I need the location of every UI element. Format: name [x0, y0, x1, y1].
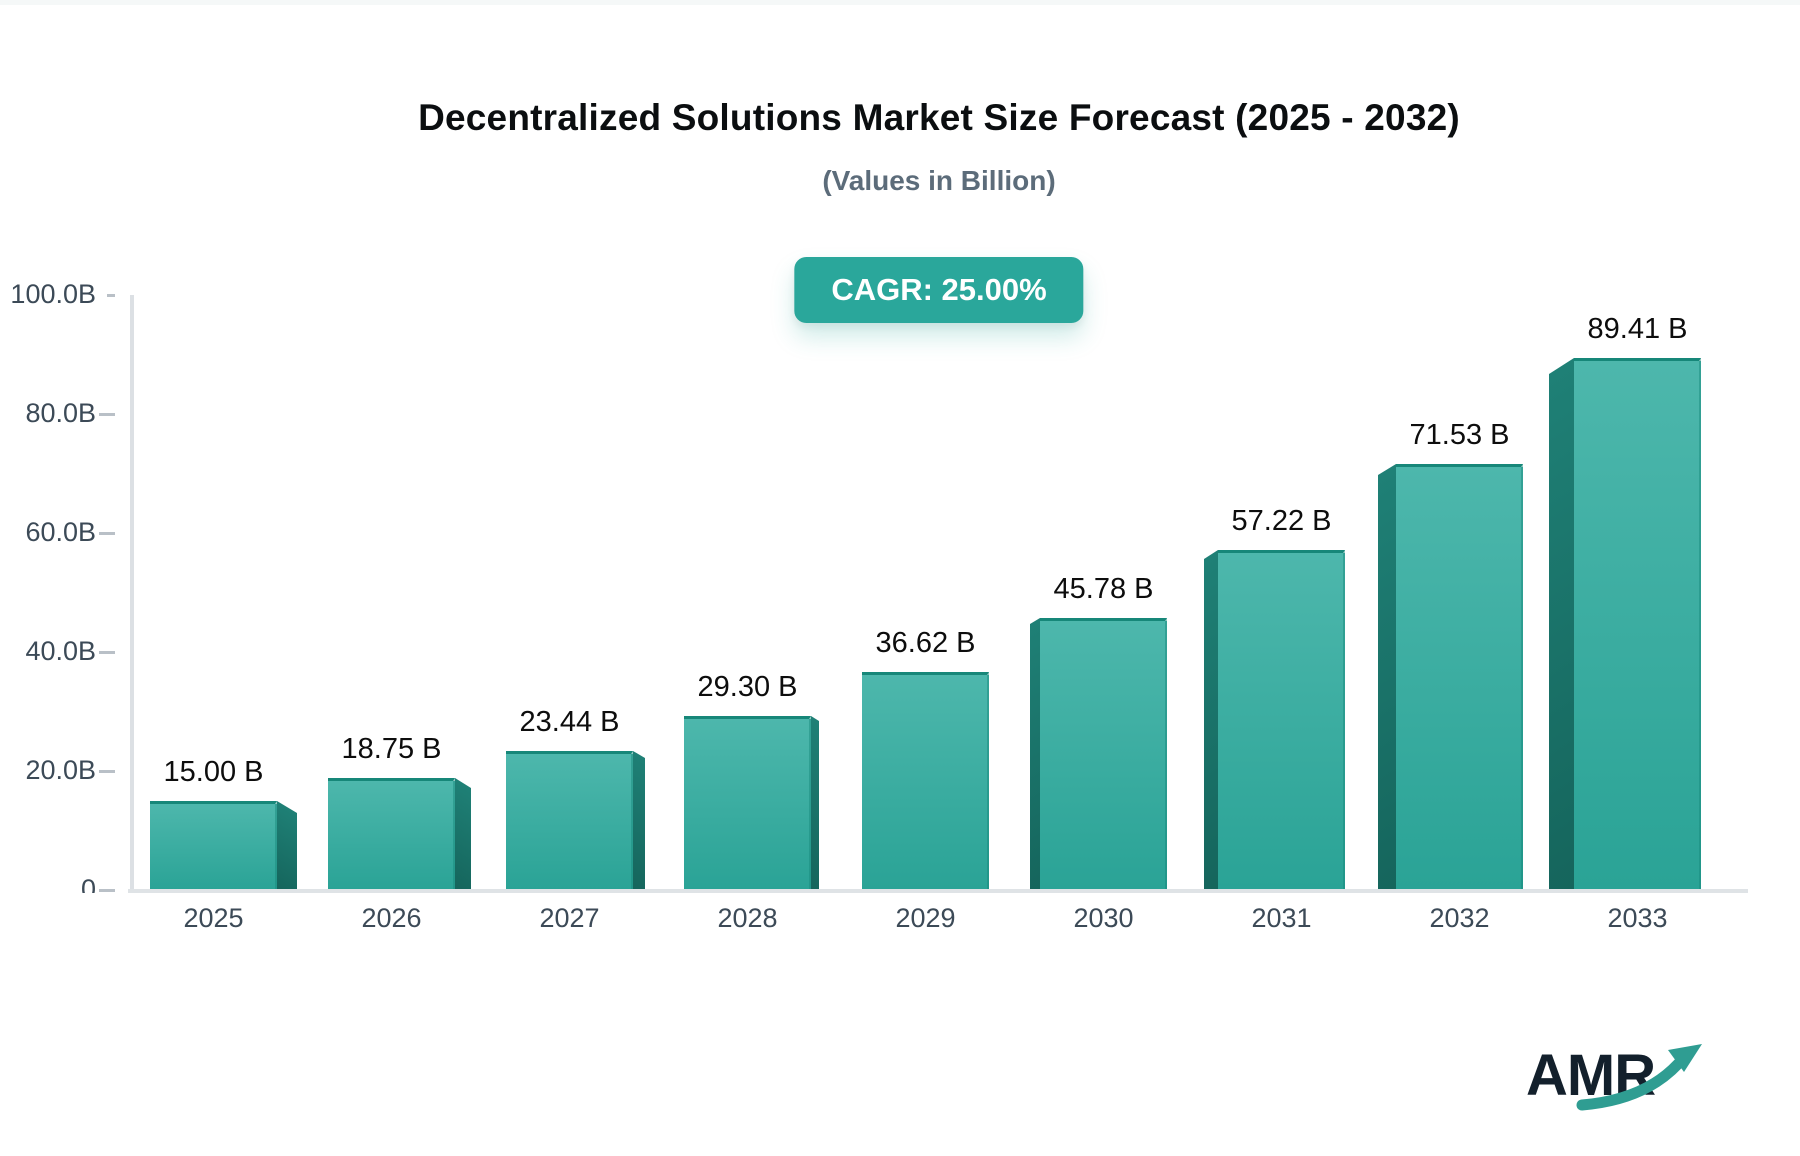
bar-value-label-2027: 23.44 B	[519, 706, 620, 738]
bar-2030	[1040, 618, 1167, 890]
x-axis-line	[128, 889, 1748, 893]
bar-side-3d-2028	[811, 716, 819, 895]
y-axis-tick-label: 80.0B	[25, 398, 96, 428]
bar-side-3d-2027	[633, 751, 645, 897]
y-axis-tick	[107, 294, 115, 297]
y-axis-line	[130, 295, 134, 892]
y-axis-tick-label: 60.0B	[25, 517, 96, 547]
amr-logo-arrowhead	[1668, 1044, 1702, 1072]
amr-logo: AMR	[1526, 1043, 1702, 1111]
bar-2033	[1574, 358, 1701, 890]
x-axis-label-2029: 2029	[895, 903, 956, 933]
x-axis-label-2030: 2030	[1073, 903, 1134, 933]
amr-logo-arrow	[1576, 1058, 1684, 1111]
y-axis-tick-label: 20.0B	[25, 755, 96, 785]
bar-value-label-2031: 57.22 B	[1231, 505, 1332, 537]
bar-value-label-2030: 45.78 B	[1053, 573, 1154, 605]
x-axis-label-2026: 2026	[361, 903, 422, 933]
x-axis-label-2033: 2033	[1607, 903, 1668, 933]
bar-value-label-2029: 36.62 B	[875, 627, 976, 659]
bar-2031	[1218, 550, 1345, 890]
baseline-mask	[0, 893, 1800, 911]
bar-2029	[862, 672, 989, 890]
x-axis-label-2027: 2027	[539, 903, 600, 933]
x-axis-label-2031: 2031	[1251, 903, 1312, 933]
bar-side-3d-2025	[277, 801, 297, 902]
bar-2026	[328, 778, 455, 890]
x-axis-label-2025: 2025	[183, 903, 244, 933]
cagr-badge: CAGR: 25.00%	[794, 257, 1084, 323]
bar-value-label-2028: 29.30 B	[697, 671, 798, 703]
y-axis-tick-label: 40.0B	[25, 636, 96, 666]
bar-value-label-2033: 89.41 B	[1587, 313, 1688, 345]
bar-value-label-2032: 71.53 B	[1409, 419, 1510, 451]
bar-2032	[1396, 464, 1523, 890]
y-axis-tick	[99, 413, 115, 416]
bar-value-label-2025: 15.00 B	[163, 756, 264, 788]
chart-subtitle: (Values in Billion)	[822, 165, 1056, 196]
bar-value-label-2026: 18.75 B	[341, 733, 442, 765]
y-axis-tick	[99, 770, 115, 773]
x-axis-label-2028: 2028	[717, 903, 778, 933]
x-axis-label-2032: 2032	[1429, 903, 1490, 933]
y-axis-tick	[99, 889, 115, 892]
bar-side-3d-2026	[455, 778, 471, 900]
y-axis-tick	[99, 532, 115, 535]
bar-2027	[506, 751, 633, 890]
y-axis-tick	[99, 651, 115, 654]
bar-2025	[150, 801, 277, 890]
bar-chart: 100.0B 80.0B 60.0B 40.0B 20.0B 0 15.00 B 2025 18…	[0, 5, 1800, 1156]
bar-2028	[684, 716, 811, 890]
chart-title: Decentralized Solutions Market Size Fore…	[418, 97, 1460, 138]
y-axis-tick-label: 100.0B	[10, 279, 96, 309]
